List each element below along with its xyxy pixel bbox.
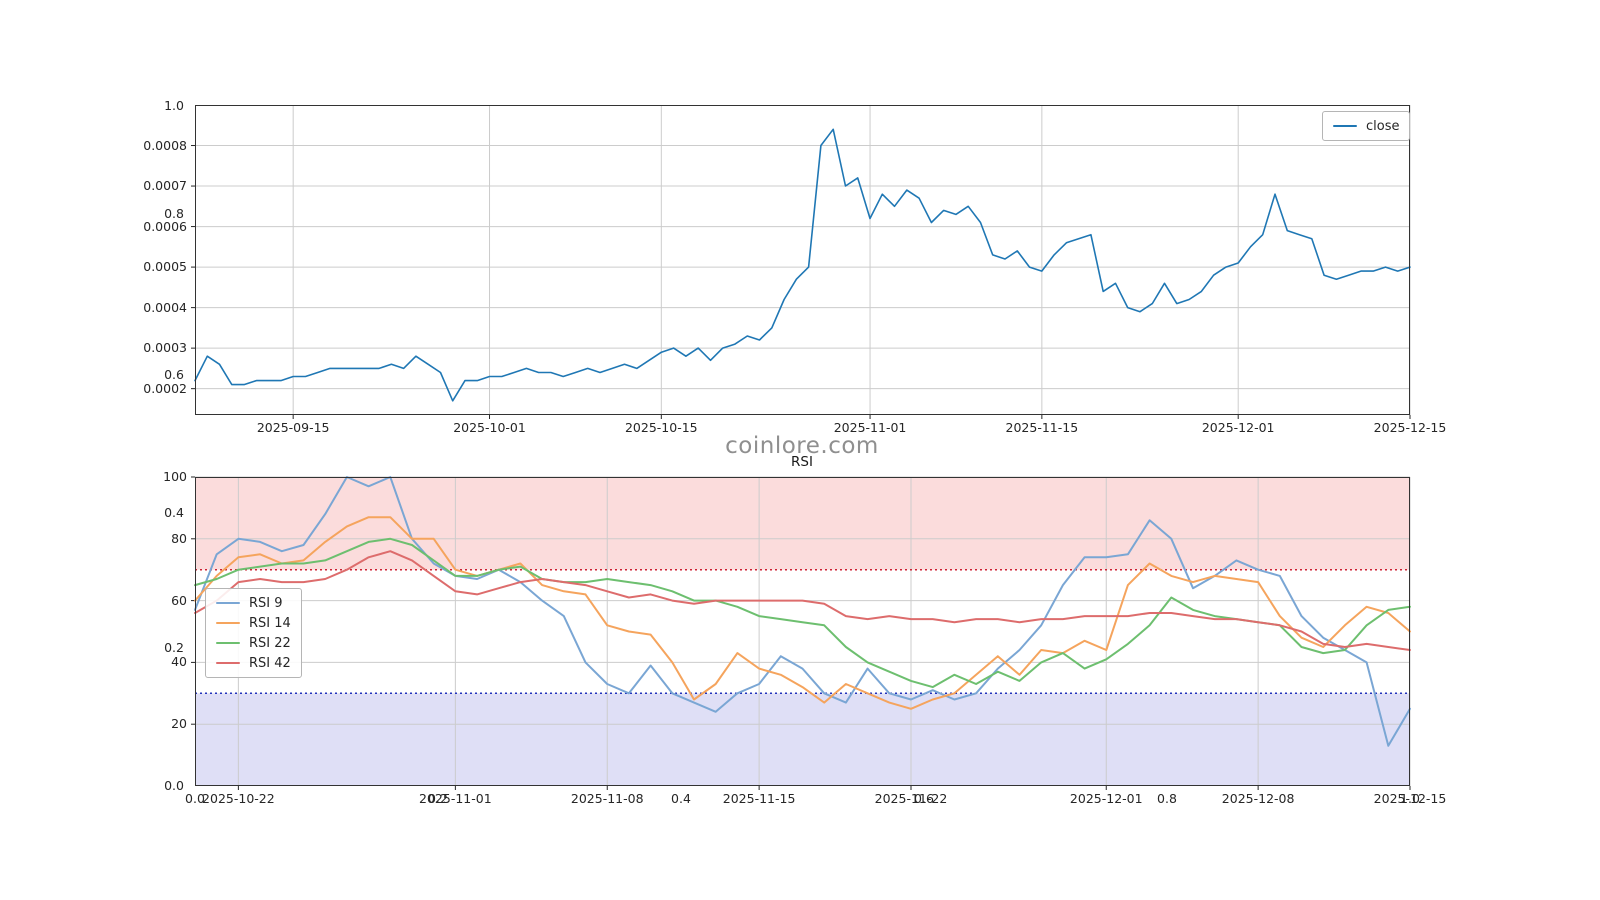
- x-tick-label: 2025-12-01: [1201, 420, 1275, 435]
- x-tick-label: 2025-11-01: [419, 791, 492, 806]
- x-tick-label: 2025-12-01: [1069, 791, 1143, 806]
- y-tick-label: 0.0003: [143, 339, 187, 355]
- price-close-chart: [191, 105, 1411, 419]
- x-tick-label: 2025-12-15: [1373, 791, 1447, 806]
- x-tick-label: 2025-10-01: [453, 420, 526, 435]
- close-line-sample: [1333, 124, 1357, 128]
- y-tick-label: 0.0004: [143, 299, 187, 315]
- x-tick-label: 2025-10-15: [624, 420, 698, 435]
- y-tick-label: 60: [171, 592, 187, 608]
- y-tick-label: 0.0006: [143, 218, 187, 234]
- y-tick-label: 40: [171, 654, 187, 670]
- twin-y-tick-label: 0.6: [164, 366, 184, 382]
- x-tick-label: 2025-12-08: [1221, 791, 1295, 806]
- rsi-chart-title: RSI: [791, 454, 813, 470]
- twin-y-tick-label: 0.8: [164, 205, 184, 221]
- twin-y-tick-label: 0.2: [164, 640, 184, 656]
- legend-item-close: close: [1333, 116, 1399, 136]
- y-tick-label: 0.0008: [143, 137, 187, 153]
- y-tick-label: 0.0005: [143, 258, 187, 274]
- x-tick-label: 2025-11-15: [1005, 420, 1079, 435]
- rsi-chart-legend: RSI 9 RSI 14 RSI 22 RSI 42: [205, 588, 302, 678]
- y-tick-label: 80: [171, 530, 187, 546]
- legend-item-rsi9: RSI 9: [216, 593, 291, 613]
- twin-x-tick-label: 0.8: [1157, 791, 1177, 806]
- y-tick-label: 0.0007: [143, 177, 187, 193]
- legend-label-rsi42: RSI 42: [249, 655, 291, 671]
- x-tick-label: 2025-11-08: [570, 791, 644, 806]
- twin-x-tick-label: 0.4: [671, 791, 691, 806]
- twin-y-tick-label: 1.0: [164, 97, 184, 113]
- x-tick-label: 2025-11-01: [833, 420, 907, 435]
- y-tick-label: 100: [163, 468, 187, 484]
- x-tick-label: 2025-11-22: [874, 791, 948, 806]
- y-tick-label: 0.0002: [143, 380, 187, 396]
- y-tick-label: 20: [171, 715, 187, 731]
- rsi9-line-sample: [216, 601, 240, 605]
- twin-x-tick-label: 0.2: [428, 791, 448, 806]
- rsi-chart: [191, 476, 1411, 790]
- legend-label-rsi14: RSI 14: [249, 615, 291, 631]
- x-tick-label: 2025-12-15: [1373, 420, 1447, 435]
- price-chart-legend: close: [1322, 111, 1411, 141]
- legend-item-rsi42: RSI 42: [216, 653, 291, 673]
- watermark: coinlore.com: [725, 433, 879, 459]
- legend-label-rsi9: RSI 9: [249, 595, 283, 611]
- twin-x-tick-label: 1.0: [1400, 791, 1420, 806]
- rsi14-line-sample: [216, 621, 240, 625]
- twin-x-tick-label: 0.6: [914, 791, 934, 806]
- rsi42-line-sample: [216, 661, 240, 665]
- twin-y-tick-label: 0.4: [164, 504, 184, 520]
- legend-label-close: close: [1366, 118, 1400, 134]
- twin-y-tick-label: 0.0: [164, 777, 184, 793]
- x-tick-label: 2025-10-22: [202, 791, 275, 806]
- x-tick-label: 2025-11-15: [722, 791, 796, 806]
- legend-item-rsi22: RSI 22: [216, 633, 291, 653]
- twin-x-tick-label: 0.0: [185, 791, 205, 806]
- legend-label-rsi22: RSI 22: [249, 635, 291, 651]
- rsi22-line-sample: [216, 641, 240, 645]
- x-tick-label: 2025-09-15: [256, 420, 330, 435]
- legend-item-rsi14: RSI 14: [216, 613, 291, 633]
